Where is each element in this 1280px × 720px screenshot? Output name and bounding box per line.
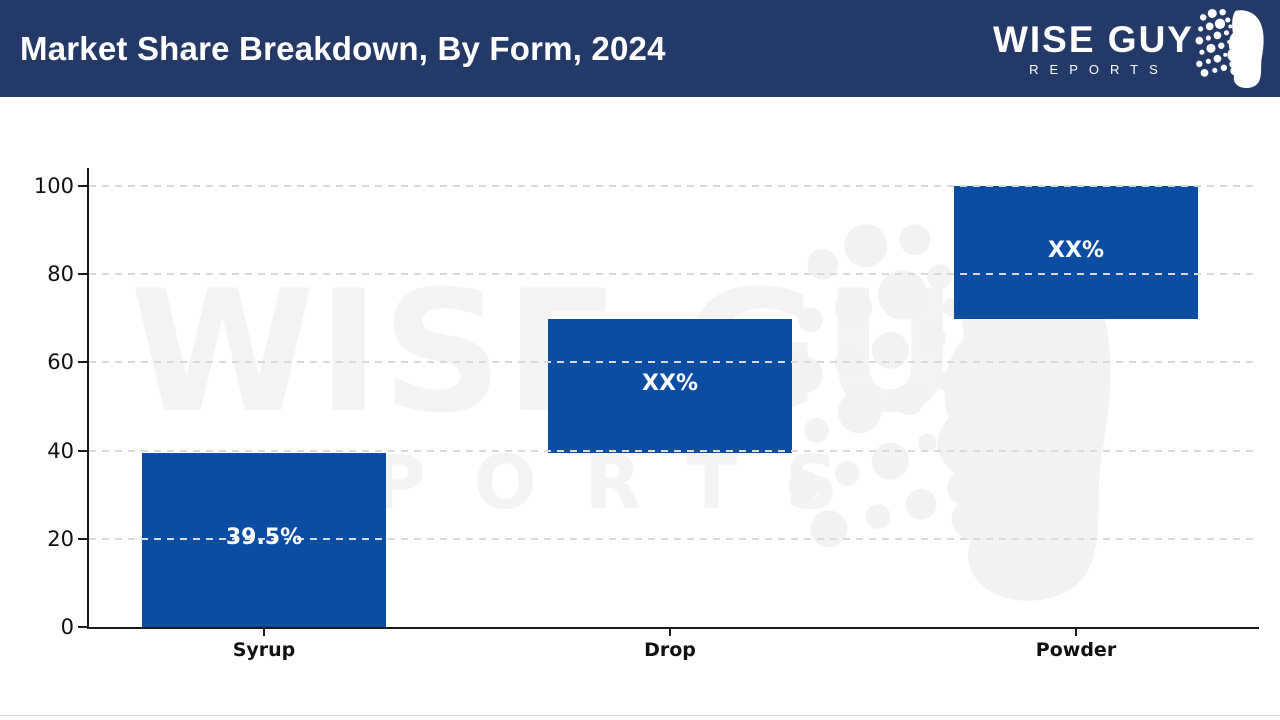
bottom-divider	[0, 715, 1280, 716]
y-tick-label-80: 80	[47, 262, 74, 287]
y-tickmark-20	[78, 537, 87, 540]
x-tickmark-powder	[1075, 629, 1077, 636]
bar-drop	[548, 319, 792, 453]
y-tick-label-60: 60	[47, 350, 74, 375]
bar-value-label-powder: XX%	[1048, 237, 1104, 263]
logo-text: WISE GUY REPORTS	[993, 21, 1194, 77]
x-tickmark-drop	[669, 629, 671, 636]
y-tick-label-40: 40	[47, 438, 74, 463]
y-tick-label-100: 100	[33, 174, 74, 198]
bar-powder	[954, 186, 1198, 320]
bar-value-label-drop: XX%	[642, 370, 698, 396]
bar-value-label-syrup: 39.5%	[225, 524, 303, 550]
x-axis-spine	[87, 627, 1259, 629]
gridline-y100	[89, 185, 1259, 187]
gridline-y60	[89, 361, 1259, 364]
page-title: Market Share Breakdown, By Form, 2024	[20, 29, 666, 67]
x-tick-label-powder: Powder	[1035, 639, 1117, 661]
y-tickmark-0	[78, 626, 87, 628]
y-tickmark-100	[78, 185, 87, 187]
y-tickmark-80	[78, 273, 87, 276]
gridline-y20	[89, 537, 1259, 540]
x-tick-label-syrup: Syrup	[232, 639, 296, 661]
x-tick-label-drop: Drop	[644, 639, 696, 661]
y-tickmark-40	[78, 449, 87, 452]
logo-subtitle: REPORTS	[1029, 61, 1169, 77]
wise-guy-reports-logo: WISE GUY REPORTS	[993, 7, 1280, 91]
gridline-y40	[89, 449, 1259, 452]
dotted-face-logo-icon	[1195, 8, 1264, 88]
y-tickmark-60	[78, 361, 87, 364]
logo-wordmark: WISE GUY	[992, 18, 1194, 60]
y-axis-spine	[87, 168, 89, 629]
x-tickmark-syrup	[263, 629, 265, 636]
y-tick-label-20: 20	[47, 526, 74, 551]
header-bar: Market Share Breakdown, By Form, 2024 WI…	[0, 0, 1280, 97]
gridline-y80	[89, 273, 1259, 276]
bar-syrup	[142, 452, 386, 627]
y-tick-label-0: 0	[60, 615, 74, 639]
